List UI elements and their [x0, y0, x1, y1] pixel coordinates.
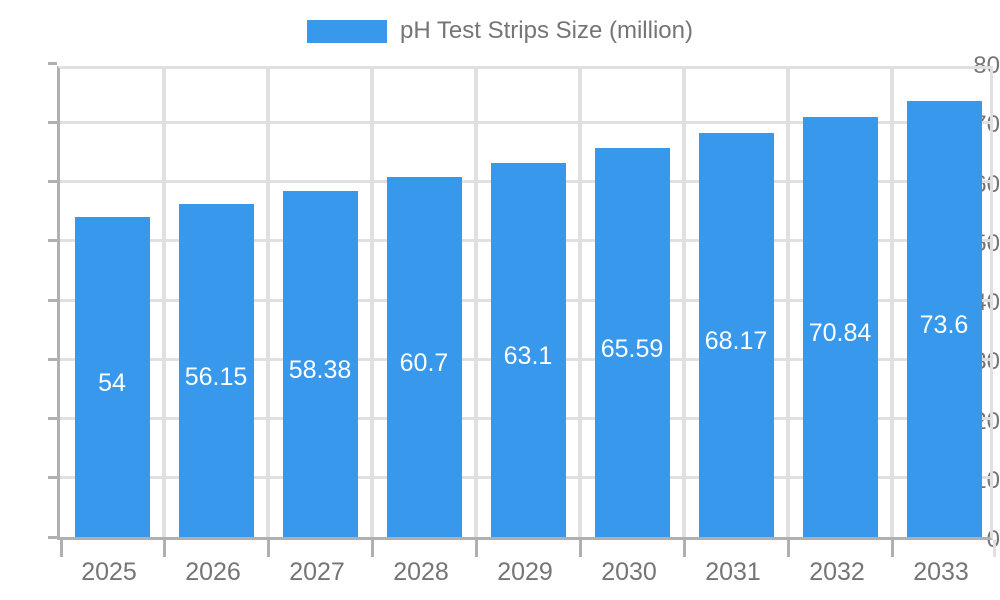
x-axis-tick-label: 2026 — [185, 558, 241, 586]
x-gridline — [162, 69, 166, 537]
y-axis-tick — [48, 180, 57, 183]
x-axis-tick-label: 2025 — [81, 558, 137, 586]
bar-value-label: 65.59 — [600, 334, 664, 363]
y-axis-tick — [48, 61, 57, 65]
y-axis-tick — [48, 120, 57, 124]
x-gridline — [682, 69, 686, 537]
x-axis-tick — [682, 540, 686, 557]
bar-value-label: 58.38 — [288, 356, 352, 385]
x-axis-tick — [474, 540, 478, 557]
bar — [802, 117, 878, 537]
plot-area: 54 56.15 58.38 60.7 63.1 65.59 68.17 70.84 73.6 — [48, 61, 996, 557]
y-axis-tick — [48, 535, 57, 539]
x-axis-tick — [370, 540, 374, 557]
x-axis-tick-label: 2032 — [809, 558, 865, 586]
bar — [698, 133, 774, 537]
chart-legend: pH Test Strips Size (million) — [0, 17, 1000, 45]
bar-value-label: 60.7 — [399, 349, 449, 378]
bar-value-label: 73.6 — [919, 310, 969, 339]
x-gridline — [474, 69, 478, 537]
x-gridline — [578, 69, 582, 537]
legend-swatch-icon — [307, 19, 388, 43]
y-axis-tick — [48, 239, 57, 243]
y-axis-tick-label: 80 — [973, 52, 1000, 79]
x-gridline — [370, 69, 374, 537]
bar-value-label: 56.15 — [184, 362, 248, 391]
x-axis-tick-label: 2030 — [601, 558, 657, 586]
bar-value-label: 68.17 — [704, 327, 768, 356]
x-axis-tick-label: 2027 — [289, 558, 345, 586]
x-axis-tick — [786, 540, 790, 557]
bar-value-label: 54 — [98, 369, 126, 398]
x-axis-tick-label: 2033 — [913, 558, 969, 586]
bar — [490, 163, 566, 537]
x-axis-tick — [578, 540, 582, 557]
x-axis-tick — [993, 540, 996, 557]
x-axis-tick — [162, 540, 166, 557]
y-axis-tick — [48, 417, 57, 420]
bar — [906, 100, 982, 537]
y-axis-tick-label: 0 — [954, 527, 1000, 553]
x-axis-tick — [60, 540, 63, 557]
bar — [74, 217, 150, 537]
x-axis-tick-label: 2029 — [497, 558, 553, 586]
x-gridline — [786, 69, 790, 537]
y-gridline — [60, 120, 990, 124]
x-gridline — [890, 69, 894, 537]
bar — [282, 191, 358, 537]
legend-label: pH Test Strips Size (million) — [400, 17, 693, 44]
bar-value-label: 63.1 — [503, 342, 553, 371]
y-axis-tick — [48, 298, 57, 302]
y-axis-tick — [48, 357, 57, 361]
bar-value-label: 70.84 — [808, 319, 872, 348]
x-gridline — [266, 69, 270, 537]
x-axis-tick-label: 2028 — [393, 558, 449, 586]
x-axis-tick-label: 2031 — [705, 558, 761, 586]
y-axis-tick — [48, 476, 57, 480]
bar — [594, 148, 670, 537]
bar — [178, 204, 254, 537]
x-axis-tick — [266, 540, 270, 557]
bar — [386, 177, 462, 537]
x-axis-tick — [890, 540, 894, 557]
